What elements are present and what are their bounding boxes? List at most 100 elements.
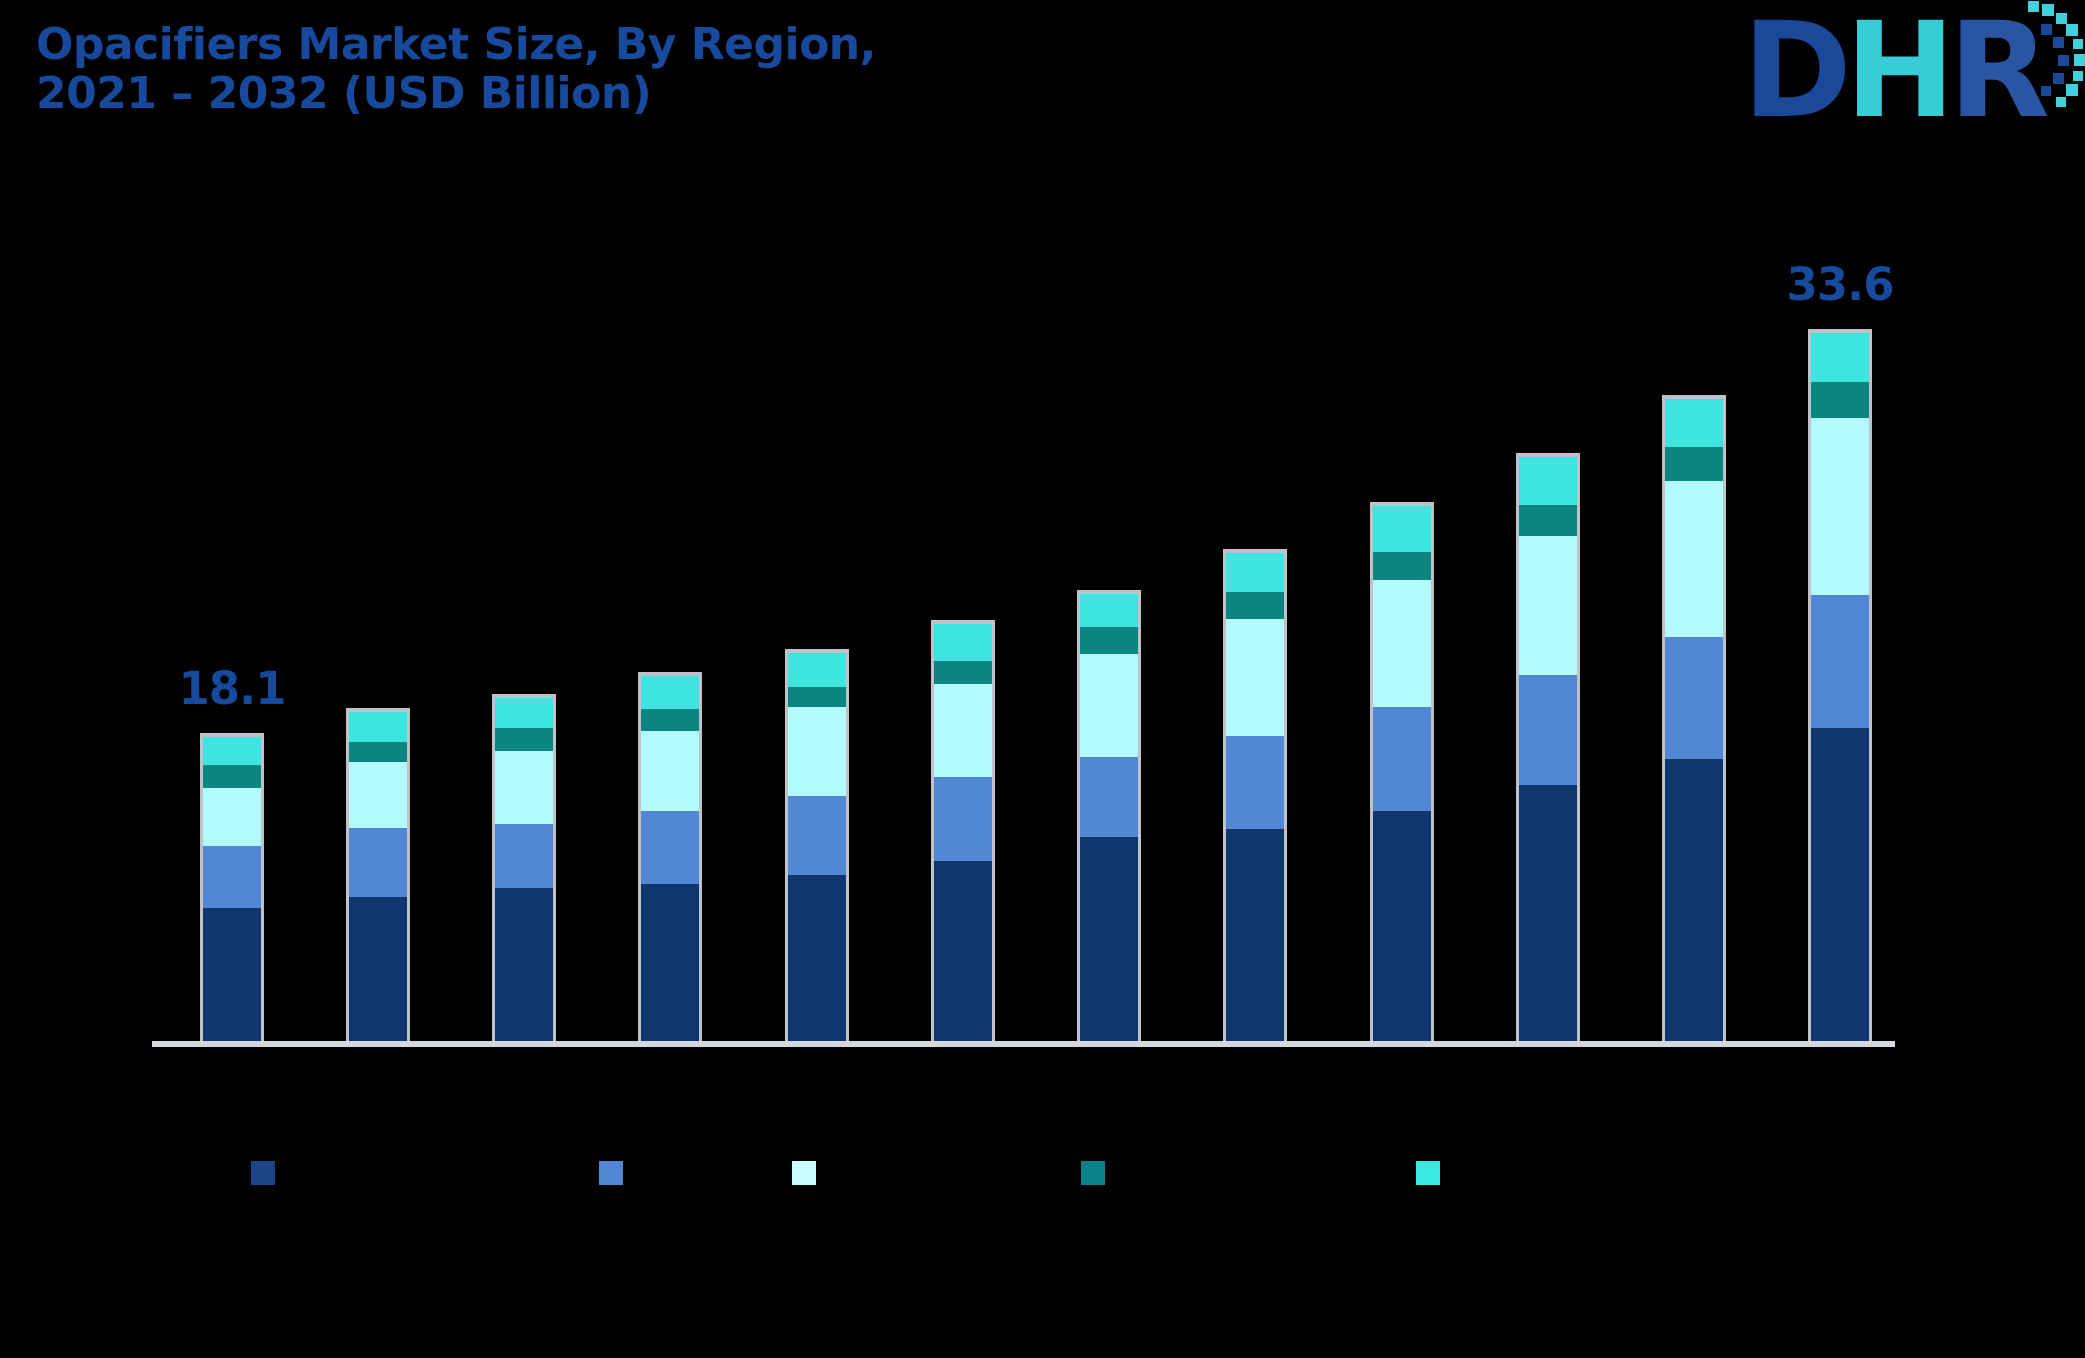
bar-segment-segment-4-dark-teal (203, 765, 261, 788)
bar-2027 (1077, 590, 1141, 1041)
bar-segment-segment-2-medium-blue (934, 777, 992, 861)
bar-segment-segment-5-turquoise-top (788, 653, 846, 687)
logo-dot (2073, 71, 2083, 81)
bar-segment-segment-2-medium-blue (1226, 736, 1284, 829)
bar-segment-segment-3-pale-cyan (495, 751, 553, 824)
bar-segment-segment-5-turquoise-top (495, 698, 553, 728)
bar-segment-segment-3-pale-cyan (641, 731, 699, 811)
bar-segment-segment-5-turquoise-top (1080, 594, 1138, 627)
bar-segment-segment-5-turquoise-top (349, 712, 407, 742)
logo-dot (2055, 12, 2067, 24)
bar-segment-segment-3-pale-cyan (1080, 654, 1138, 757)
bar-segment-segment-3-pale-cyan (1373, 580, 1431, 707)
bar-2023 (492, 694, 556, 1041)
bar-segment-segment-2-medium-blue (1519, 675, 1577, 785)
logo-letter-h: H (1844, 0, 1956, 148)
bar-segment-segment-1-bottom-navy (1080, 837, 1138, 1041)
bar-2026 (931, 620, 995, 1041)
bar-segment-segment-2-medium-blue (1080, 757, 1138, 837)
bar-segment-segment-4-dark-teal (1373, 552, 1431, 580)
logo-letter-r: R (1948, 0, 2050, 148)
bar-segment-segment-3-pale-cyan (934, 684, 992, 777)
bar-segment-segment-4-dark-teal (1811, 382, 1869, 418)
bar-2032 (1808, 329, 1872, 1041)
bar-segment-segment-4-dark-teal (349, 742, 407, 762)
bar-segment-segment-2-medium-blue (203, 846, 261, 908)
bar-segment-segment-1-bottom-navy (1226, 829, 1284, 1041)
chart-title: Opacifiers Market Size, By Region, 2021 … (36, 20, 876, 118)
bar-segment-segment-2-medium-blue (788, 796, 846, 875)
bar-segment-segment-1-bottom-navy (349, 897, 407, 1041)
legend-swatch-2 (599, 1161, 623, 1185)
bar-2025 (785, 649, 849, 1041)
logo-dot (2066, 84, 2078, 96)
bar-segment-segment-3-pale-cyan (788, 707, 846, 796)
logo-dot (2041, 86, 2051, 96)
chart-title-line2: 2021 – 2032 (USD Billion) (36, 68, 652, 119)
logo-dot (2052, 72, 2064, 84)
bar-segment-segment-4-dark-teal (934, 661, 992, 684)
logo-dot (2057, 54, 2069, 66)
bar-segment-segment-3-pale-cyan (1519, 536, 1577, 675)
bar-segment-segment-5-turquoise-top (1373, 506, 1431, 552)
bar-segment-segment-1-bottom-navy (1519, 785, 1577, 1041)
bar-2021 (200, 733, 264, 1041)
bar-segment-segment-1-bottom-navy (203, 908, 261, 1041)
bar-segment-segment-2-medium-blue (1811, 595, 1869, 728)
bar-2022 (346, 708, 410, 1041)
value-label-2032: 33.6 (1786, 258, 1894, 311)
bar-segment-segment-1-bottom-navy (1373, 811, 1431, 1041)
legend-swatch-5 (1416, 1161, 1440, 1185)
logo-dot (2056, 97, 2066, 107)
dhr-logo: DHR (1742, 5, 2050, 137)
bar-segment-segment-5-turquoise-top (203, 737, 261, 765)
bar-segment-segment-2-medium-blue (641, 811, 699, 884)
bar-segment-segment-2-medium-blue (1665, 637, 1723, 759)
bar-segment-segment-2-medium-blue (1373, 707, 1431, 811)
bar-segment-segment-3-pale-cyan (349, 762, 407, 828)
bar-segment-segment-4-dark-teal (1665, 447, 1723, 481)
x-axis-line (152, 1041, 1895, 1047)
bar-segment-segment-2-medium-blue (349, 828, 407, 897)
bar-segment-segment-1-bottom-navy (1811, 728, 1869, 1041)
bar-segment-segment-5-turquoise-top (1519, 457, 1577, 505)
logo-letter-d: D (1742, 0, 1852, 148)
bar-segment-segment-4-dark-teal (495, 728, 553, 751)
bar-segment-segment-3-pale-cyan (203, 788, 261, 846)
bar-2029 (1370, 502, 1434, 1041)
logo-dot (2073, 39, 2083, 49)
bar-segment-segment-4-dark-teal (788, 687, 846, 707)
logo-dot (2074, 54, 2085, 66)
bar-segment-segment-1-bottom-navy (1665, 759, 1723, 1041)
bar-segment-segment-1-bottom-navy (934, 861, 992, 1041)
bar-segment-segment-4-dark-teal (641, 709, 699, 731)
bar-segment-segment-5-turquoise-top (1665, 399, 1723, 447)
bar-segment-segment-1-bottom-navy (495, 888, 553, 1041)
bar-segment-segment-1-bottom-navy (788, 875, 846, 1041)
value-label-2021: 18.1 (178, 662, 286, 715)
legend-swatch-4 (1081, 1161, 1105, 1185)
bar-2031 (1662, 395, 1726, 1041)
legend-swatch-3 (792, 1161, 816, 1185)
bar-segment-segment-3-pale-cyan (1665, 481, 1723, 637)
bar-2028 (1223, 549, 1287, 1041)
logo-dot (2040, 23, 2052, 35)
logo-dot (2066, 24, 2078, 36)
logo-dot (2052, 36, 2064, 48)
bar-segment-segment-4-dark-teal (1080, 627, 1138, 654)
logo-dot (2042, 4, 2054, 16)
logo-dot (2027, 0, 2039, 12)
bar-segment-segment-5-turquoise-top (641, 676, 699, 709)
bar-segment-segment-3-pale-cyan (1811, 418, 1869, 595)
bar-segment-segment-5-turquoise-top (934, 624, 992, 661)
legend-swatch-1 (251, 1161, 275, 1185)
bar-segment-segment-4-dark-teal (1519, 505, 1577, 536)
bar-segment-segment-3-pale-cyan (1226, 619, 1284, 736)
bar-segment-segment-1-bottom-navy (641, 884, 699, 1041)
bar-2024 (638, 672, 702, 1041)
bar-segment-segment-5-turquoise-top (1226, 553, 1284, 592)
bar-segment-segment-5-turquoise-top (1811, 333, 1869, 382)
chart-title-line1: Opacifiers Market Size, By Region, (36, 19, 876, 70)
